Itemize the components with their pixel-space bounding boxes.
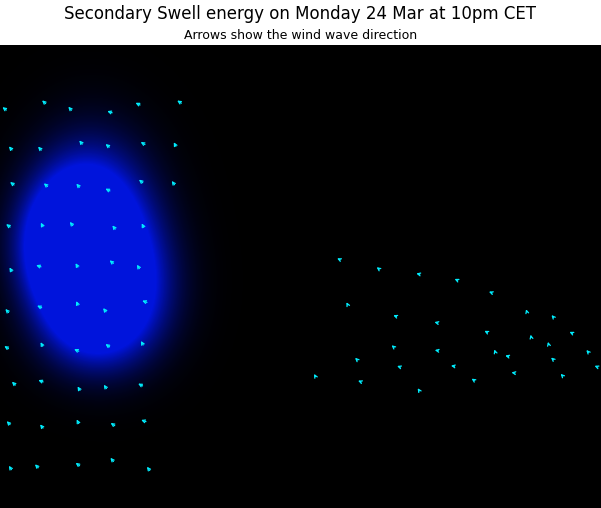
Text: Arrows show the wind wave direction: Arrows show the wind wave direction bbox=[184, 28, 417, 42]
Text: Secondary Swell energy on Monday 24 Mar at 10pm CET: Secondary Swell energy on Monday 24 Mar … bbox=[64, 6, 537, 23]
